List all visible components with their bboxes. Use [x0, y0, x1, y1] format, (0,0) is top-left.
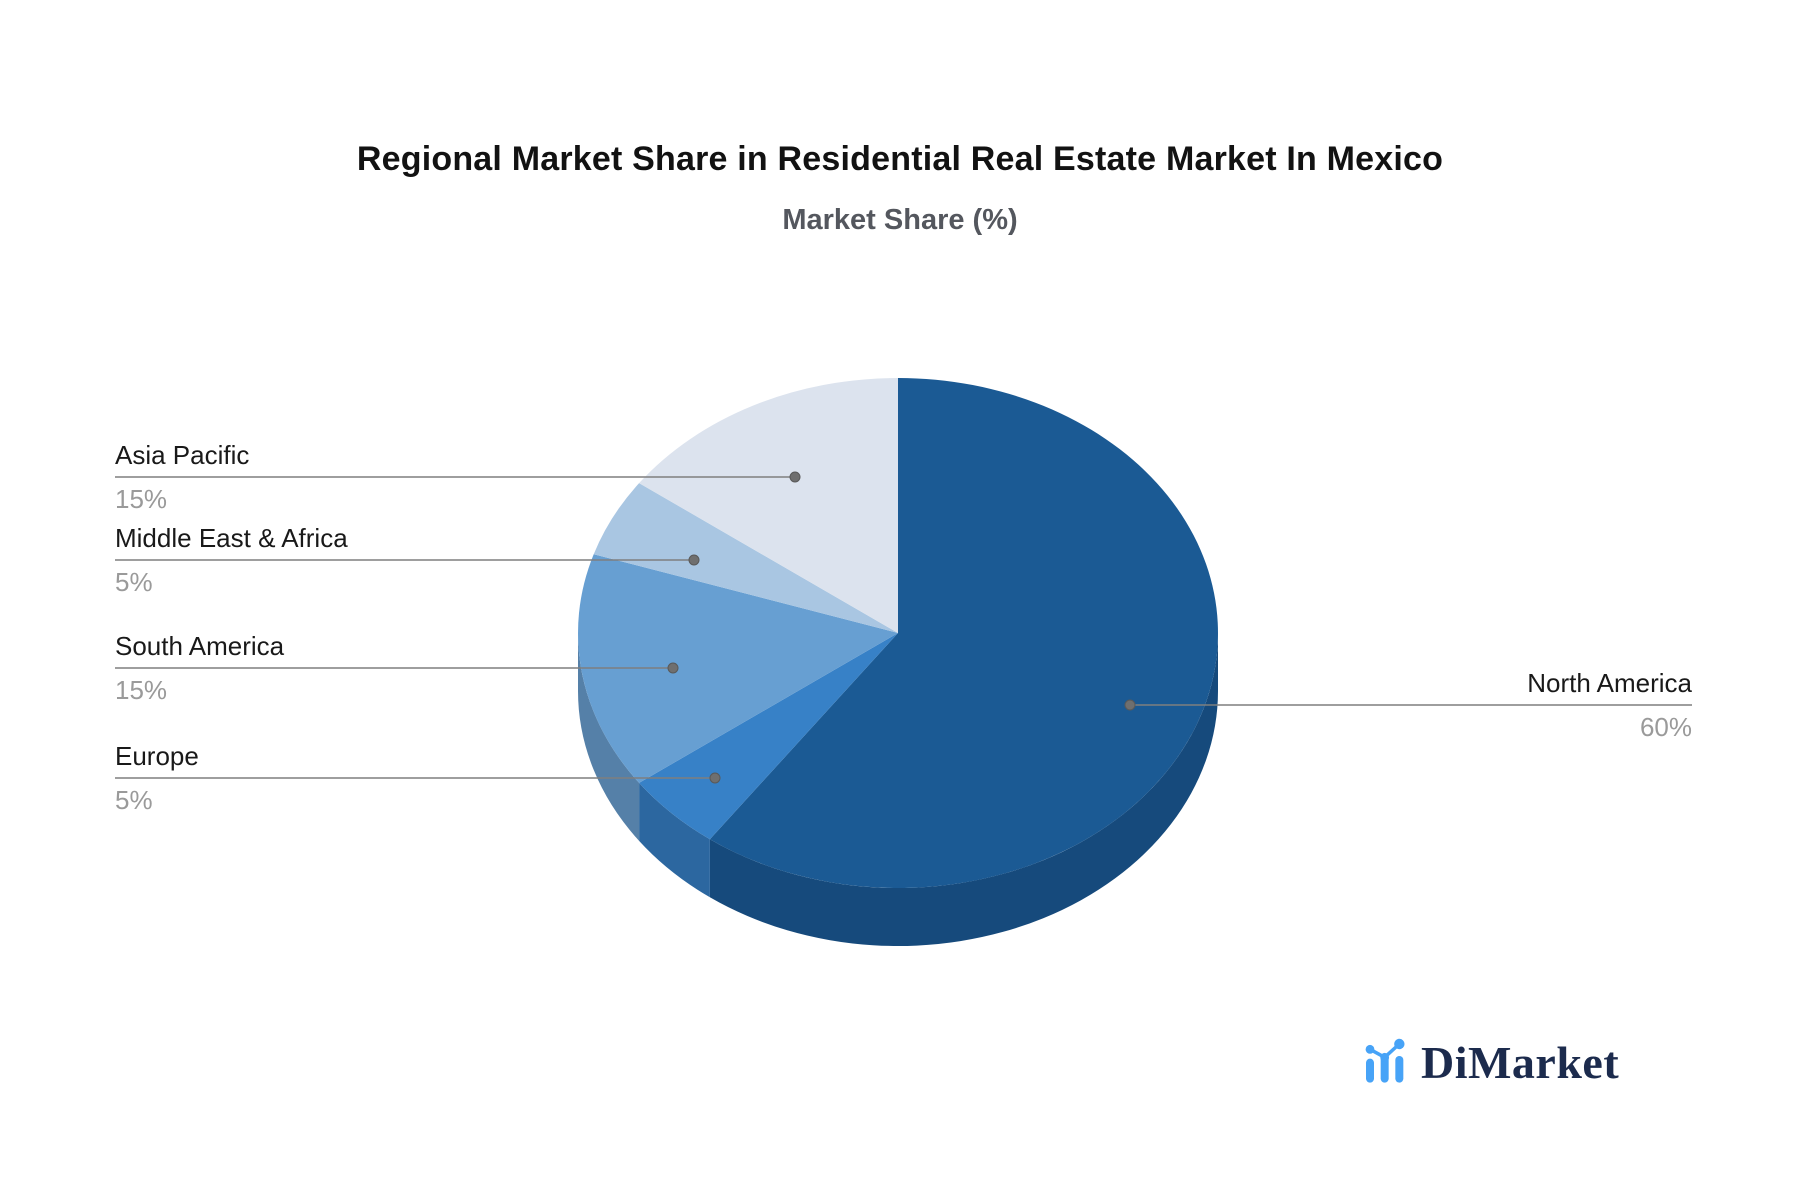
dimarket-logo: DiMarket — [1363, 1036, 1620, 1088]
logo-text: DiMarket — [1421, 1036, 1620, 1088]
logo-bar-line-chart-icon — [1365, 1038, 1405, 1083]
slice-label: Middle East & Africa — [115, 523, 348, 553]
slice-percentage: 60% — [1639, 712, 1692, 742]
callout-europe: Europe 5% — [115, 741, 199, 815]
pie-slice-side — [577, 633, 640, 841]
chart-title: Regional Market Share in Residential Rea… — [356, 140, 1444, 178]
slice-label: Europe — [115, 741, 199, 771]
pie-slice[interactable]: Asia Pacific: 15% — [639, 378, 898, 633]
pie-slice-side — [709, 633, 1218, 947]
chart-subtitle: Market Share (%) — [782, 204, 1018, 236]
slice-label: Asia Pacific — [115, 440, 250, 470]
callout-middle-east-africa: Middle East & Africa 5% — [115, 523, 348, 597]
pie-slice[interactable]: North America: 60% — [709, 378, 1218, 888]
pie-slice[interactable]: South America: 15% — [578, 554, 898, 783]
pie-slice[interactable]: Europe: 5% — [639, 633, 898, 840]
callout-north-america: North America 60% — [1527, 668, 1692, 742]
slice-percentage: 15% — [115, 675, 168, 705]
leader-dot — [1124, 699, 1136, 711]
slice-percentage: 5% — [115, 785, 153, 815]
slice-label: North America — [1527, 668, 1692, 698]
pie-slice-side — [639, 782, 710, 898]
callout-south-america: South America 15% — [115, 631, 284, 705]
leader-dot — [709, 772, 721, 784]
slice-label: South America — [115, 631, 285, 661]
callout-asia-pacific: Asia Pacific 15% — [115, 440, 249, 514]
slice-percentage: 15% — [115, 484, 168, 514]
leader-dot — [667, 662, 679, 674]
leader-dot — [688, 554, 700, 566]
leader-dot — [789, 471, 801, 483]
slice-percentage: 5% — [115, 567, 153, 597]
pie-slice[interactable]: Middle East & Africa: 5% — [593, 483, 898, 633]
